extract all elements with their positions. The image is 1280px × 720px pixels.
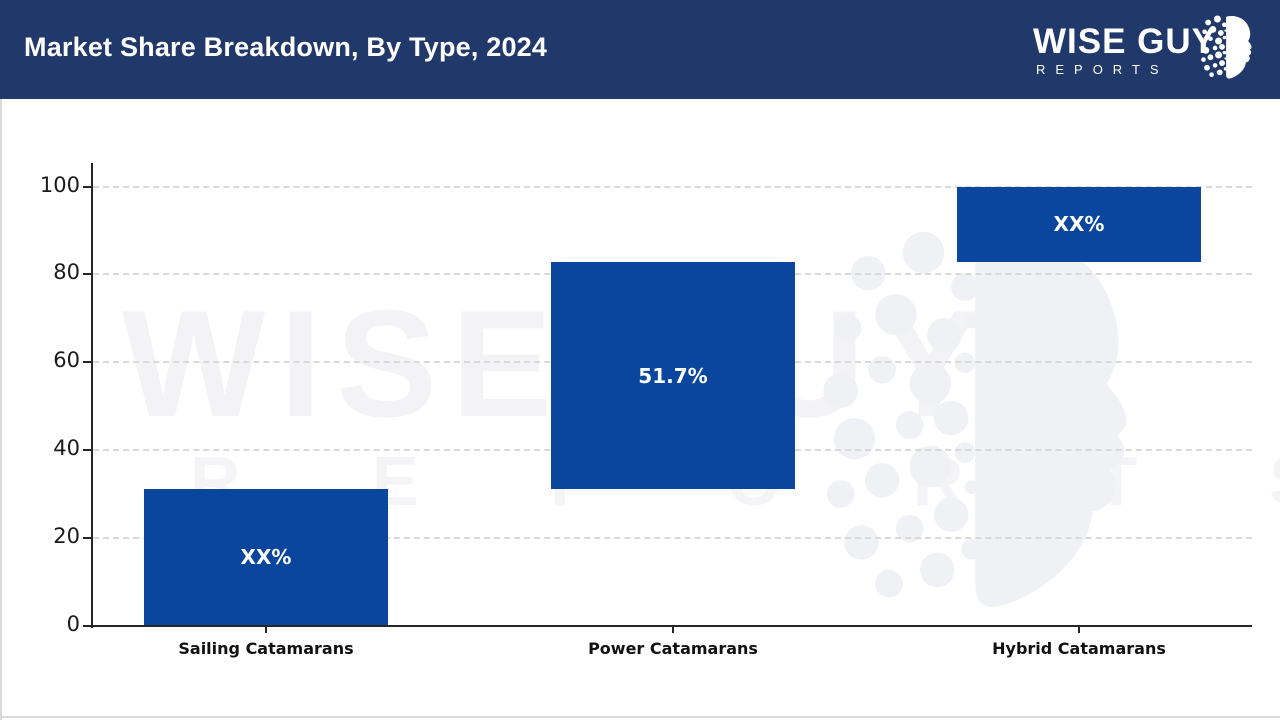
bar-value-label: XX% xyxy=(240,545,292,570)
x-tick-mark xyxy=(1078,626,1080,633)
y-axis-line xyxy=(91,163,93,628)
watermark-head-icon xyxy=(820,218,1165,632)
gridline xyxy=(93,185,1252,188)
bar-value-label: 51.7% xyxy=(638,363,708,388)
x-tick-mark xyxy=(265,626,267,633)
logo-text: WISE GUY REPORTS xyxy=(1033,24,1216,76)
bar: XX% xyxy=(957,186,1201,263)
category-label: Sailing Catamarans xyxy=(178,639,354,658)
y-tick-label: 80 xyxy=(53,260,80,285)
y-tick-mark xyxy=(83,624,91,627)
y-tick-label: 100 xyxy=(39,172,80,197)
bar: XX% xyxy=(144,489,388,626)
wise-guy-logo: WISE GUY REPORTS xyxy=(1033,17,1258,83)
y-tick-mark xyxy=(83,273,91,276)
chart-title: Market Share Breakdown, By Type, 2024 xyxy=(24,32,548,62)
y-tick-mark xyxy=(83,185,91,188)
y-tick-label: 60 xyxy=(53,348,80,373)
bar: 51.7% xyxy=(551,262,795,490)
category-label: Power Catamarans xyxy=(588,639,758,658)
y-tick-mark xyxy=(83,361,91,364)
logo-wordmark: WISE GUY xyxy=(1032,21,1216,61)
x-tick-mark xyxy=(672,626,674,633)
bottom-border xyxy=(2,716,1280,718)
gridline xyxy=(93,536,1252,539)
y-tick-label: 0 xyxy=(66,611,80,636)
header-band: Market Share Breakdown, By Type, 2024 WI… xyxy=(0,0,1280,99)
category-label: Hybrid Catamarans xyxy=(992,639,1166,658)
y-tick-mark xyxy=(83,536,91,539)
logo-subtitle: REPORTS xyxy=(1035,61,1169,77)
wise-guy-head-icon xyxy=(1200,13,1258,83)
y-tick-mark xyxy=(83,448,91,451)
bar-value-label: XX% xyxy=(1053,212,1105,237)
x-axis-line xyxy=(90,624,1252,627)
y-tick-label: 20 xyxy=(53,523,80,548)
y-tick-label: 40 xyxy=(53,435,80,460)
